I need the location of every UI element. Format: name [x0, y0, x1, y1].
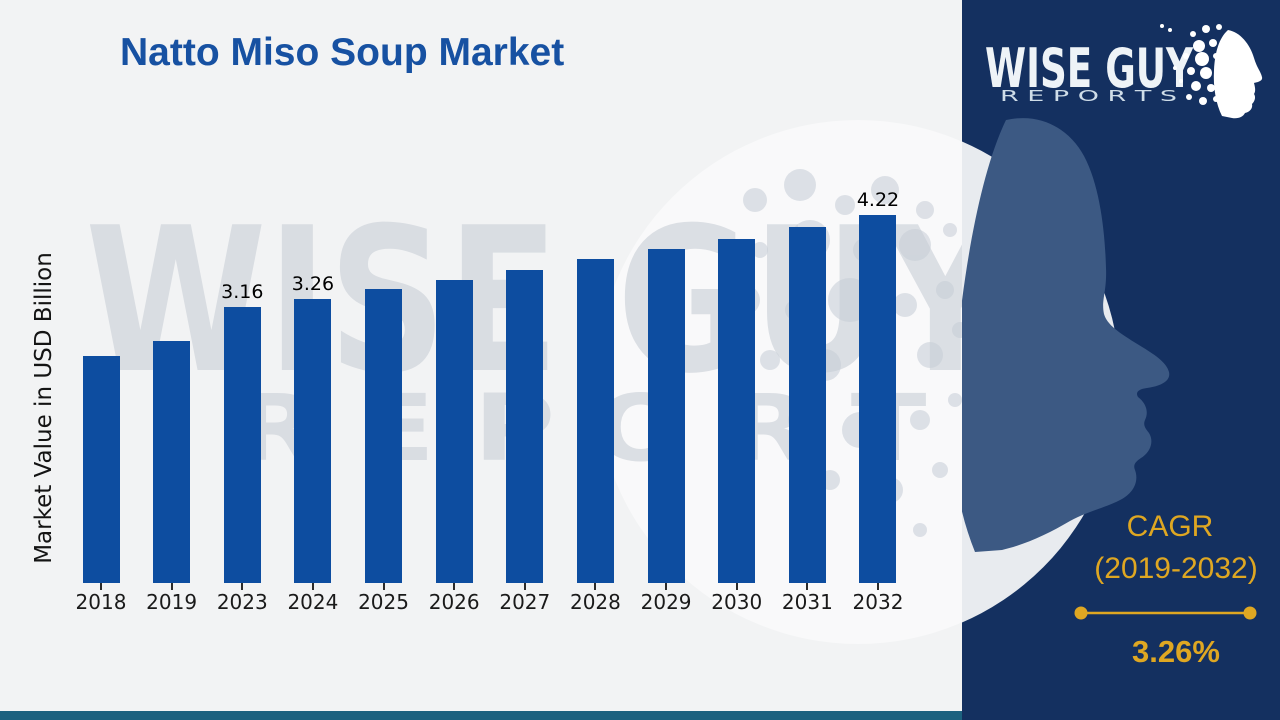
bar-2029	[647, 249, 685, 583]
cagr-line-dot-left	[1074, 606, 1088, 620]
cagr-line-dot-right	[1243, 606, 1257, 620]
logo-subtitle: R E P O R T S	[1000, 87, 1177, 105]
bar-value-label-2023: 3.16	[221, 281, 264, 303]
logo-wordmark: WISE GUY	[985, 37, 1194, 100]
x-tick-label-2023: 2023	[216, 590, 268, 614]
x-tick-label-2029: 2029	[640, 590, 692, 614]
bar-2024	[294, 299, 332, 583]
x-tick-2018	[100, 583, 102, 590]
x-tick-2025	[382, 583, 385, 590]
x-tick-2029	[665, 583, 668, 590]
x-tick-label-2026: 2026	[428, 590, 480, 614]
x-tick-label-2032: 2032	[852, 590, 904, 614]
x-tick-2032	[876, 583, 879, 590]
wise-guy-reports-logo: WISE GUY R E P O R T S	[985, 24, 1263, 119]
y-axis-label: Market Value in USD Billion	[31, 252, 57, 564]
x-tick-label-2025: 2025	[358, 590, 409, 614]
bar-value-label-2024: 3.26	[291, 273, 335, 295]
bar-2027	[506, 270, 544, 583]
x-tick-label-2030: 2030	[711, 590, 763, 614]
x-tick-2026	[453, 583, 456, 590]
bar-2026	[435, 280, 473, 583]
page-title: Natto Miso Soup Market	[120, 31, 565, 74]
face-silhouette	[962, 118, 1170, 552]
x-tick-label-2019: 2019	[146, 590, 198, 614]
bar-2018	[82, 356, 120, 583]
cagr-period: (2019-2032)	[1094, 552, 1257, 585]
bar-2030	[718, 239, 756, 583]
x-tick-2023	[241, 583, 244, 590]
x-tick-2031	[806, 583, 809, 590]
cagr-block: CAGR (2019-2032) 3.26%	[1074, 510, 1258, 669]
x-tick-2028	[594, 583, 597, 590]
logo-face-dots	[1160, 24, 1233, 105]
logo-face-icon	[1213, 30, 1263, 119]
x-tick-label-2027: 2027	[499, 590, 551, 614]
bar-value-label-2032: 4.22	[856, 189, 900, 211]
x-tick-label-2018: 2018	[75, 590, 127, 614]
x-tick-2027	[523, 583, 526, 590]
bar-2023	[223, 307, 261, 583]
x-tick-label-2028: 2028	[569, 590, 621, 614]
bar-2032	[859, 215, 897, 583]
bar-2019	[153, 341, 191, 583]
bar-2028	[576, 259, 614, 583]
cagr-value: 3.26%	[1132, 634, 1220, 669]
x-tick-2024	[311, 583, 314, 590]
bar-2031	[788, 227, 826, 583]
x-tick-2019	[170, 583, 173, 590]
bottom-accent-strip	[0, 711, 962, 720]
bar-2025	[365, 289, 403, 583]
x-tick-2030	[735, 583, 738, 590]
cagr-label: CAGR	[1127, 510, 1214, 543]
x-tick-label-2024: 2024	[287, 590, 339, 614]
x-tick-label-2031: 2031	[781, 590, 833, 614]
